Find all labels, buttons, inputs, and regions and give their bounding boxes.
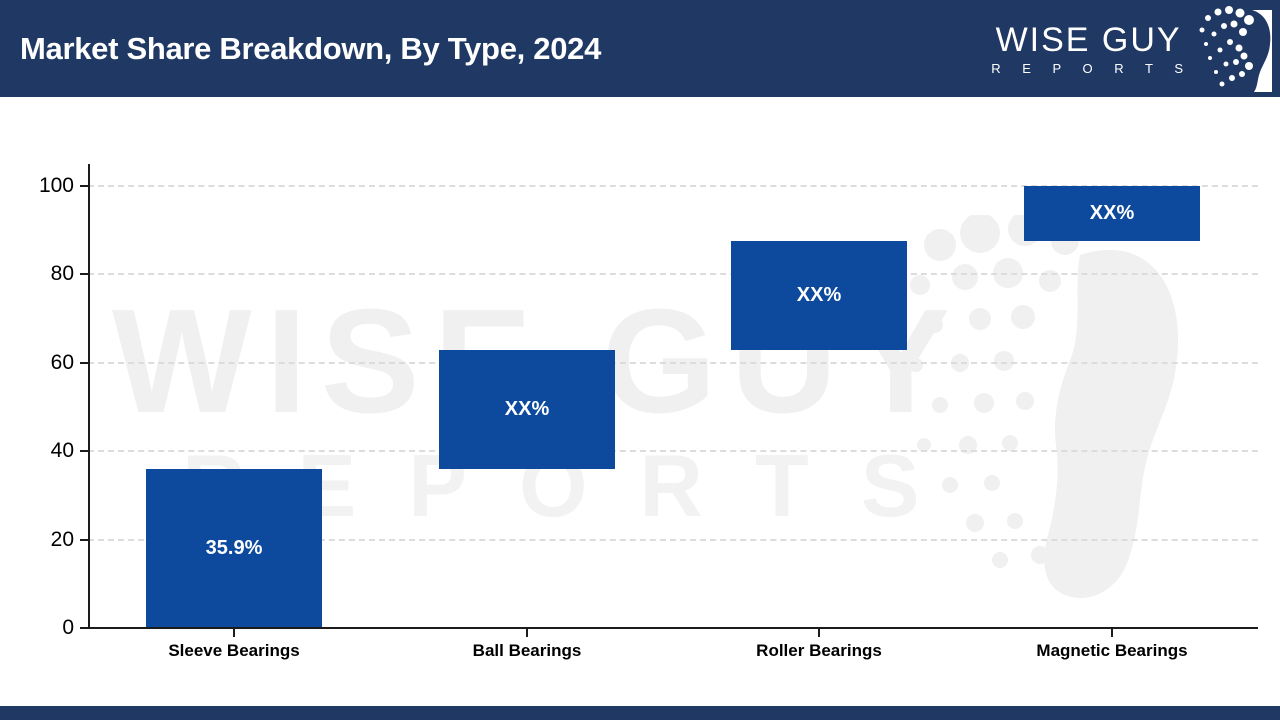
wise-guy-logo-text: WISE GUY R E P O R T S — [985, 21, 1192, 77]
logo-face-icon — [1199, 6, 1272, 92]
watermark-face-dots — [909, 215, 1179, 599]
y-axis-line — [88, 164, 90, 629]
logo-wiseguy-label: WISE GUY — [995, 21, 1182, 59]
x-tick-magnetic-bearings — [1111, 629, 1113, 637]
x-tick-ball-bearings — [526, 629, 528, 637]
header-bar: Market Share Breakdown, By Type, 2024 WI… — [0, 0, 1280, 97]
chart-title: Market Share Breakdown, By Type, 2024 — [20, 30, 602, 66]
y-tick-80 — [80, 273, 88, 276]
x-tick-sleeve-bearings — [233, 629, 235, 637]
gridline-y-80 — [88, 273, 1258, 276]
y-tick-label-20: 20 — [50, 527, 74, 551]
y-tick-0 — [80, 627, 88, 629]
bar-value-label-roller-bearings: XX% — [796, 284, 842, 306]
wise-guy-logo: WISE GUY R E P O R T S — [985, 4, 1272, 94]
gridline-y-40 — [88, 450, 1258, 453]
y-tick-label-0: 0 — [62, 616, 74, 639]
x-tick-roller-bearings — [818, 629, 820, 637]
bar-ball-bearings: XX% — [439, 350, 615, 469]
y-tick-label-100: 100 — [38, 174, 74, 197]
bar-roller-bearings: XX% — [731, 241, 907, 350]
y-tick-40 — [80, 450, 88, 453]
gridline-y-20 — [88, 538, 1258, 541]
x-category-label-roller-bearings: Roller Bearings — [756, 641, 882, 660]
x-category-label-ball-bearings: Ball Bearings — [472, 641, 582, 660]
y-tick-label-80: 80 — [50, 262, 74, 286]
y-tick-label-60: 60 — [50, 350, 74, 374]
y-tick-60 — [80, 361, 88, 364]
bar-value-label-magnetic-bearings: XX% — [1089, 202, 1135, 224]
gridline-y-100 — [88, 185, 1258, 187]
bar-sleeve-bearings: 35.9% — [146, 469, 322, 628]
bar-value-label-ball-bearings: XX% — [504, 398, 550, 420]
y-tick-100 — [80, 185, 88, 187]
bar-magnetic-bearings: XX% — [1024, 186, 1200, 241]
gridline-y-60 — [88, 361, 1258, 364]
x-category-label-sleeve-bearings: Sleeve Bearings — [168, 641, 300, 660]
x-axis-line — [88, 627, 1258, 629]
logo-reports-label: R E P O R T S — [991, 61, 1192, 76]
y-tick-label-40: 40 — [50, 439, 74, 463]
bar-value-label-sleeve-bearings: 35.9% — [205, 537, 263, 559]
y-tick-20 — [80, 538, 88, 541]
x-category-label-magnetic-bearings: Magnetic Bearings — [1036, 641, 1188, 660]
footer-bar — [0, 706, 1280, 720]
